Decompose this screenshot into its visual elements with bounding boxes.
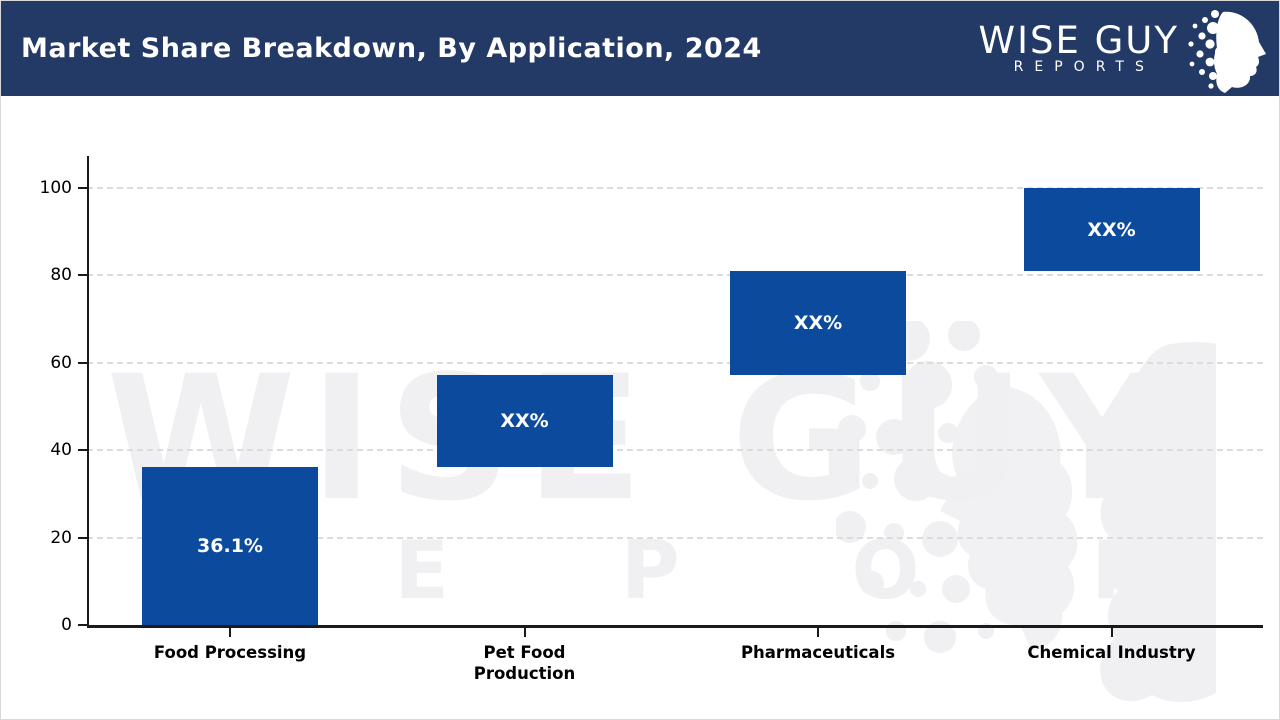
brand-subname: REPORTS [1013,58,1155,75]
brand-name: WISE GUY [978,18,1179,62]
y-tick-mark-40 [78,449,87,452]
gridline-40 [87,449,1263,452]
y-tick-label-40: 40 [50,440,72,461]
y-tick-mark-60 [78,361,87,364]
y-tick-label-0: 0 [61,615,72,635]
chart-plot-area: WISE GUY R E P O R T S 02040608010036.1%… [1,96,1279,719]
x-axis-line [87,625,1263,628]
gridline-20 [87,536,1263,539]
bar-food-processing: 36.1% [142,467,318,625]
header-bar: Market Share Breakdown, By Application, … [1,1,1279,96]
bar-value-label-pet-food-production: XX% [500,410,549,433]
y-tick-label-60: 60 [50,352,72,373]
x-tick-mark-food-processing [229,628,231,637]
page-title: Market Share Breakdown, By Application, … [21,33,762,64]
bar-value-label-pharmaceuticals: XX% [793,312,843,335]
y-tick-mark-0 [78,624,87,626]
gridline-60 [87,361,1263,364]
bar-value-label-food-processing: 36.1% [197,535,263,558]
bar-pet-food-production: XX% [436,375,613,468]
y-tick-mark-100 [78,187,87,189]
x-category-label-pet-food-production: Pet Food Production [473,643,576,683]
y-tick-label-80: 80 [50,265,72,286]
brand-logo: WISE GUY REPORTS [979,1,1269,96]
bar-pharmaceuticals: XX% [730,271,906,376]
bar-value-label-chemical-industry: XX% [1087,218,1136,241]
x-category-label-chemical-industry: Chemical Industry [1027,643,1196,662]
y-tick-mark-20 [78,536,87,539]
brand-wordmark: WISE GUY REPORTS [978,18,1179,75]
x-tick-mark-pet-food-production [523,628,526,637]
gridline-100 [87,187,1263,189]
y-tick-label-100: 100 [39,178,72,198]
x-category-label-pharmaceuticals: Pharmaceuticals [740,643,896,662]
x-tick-mark-chemical-industry [1110,628,1113,637]
bar-chemical-industry: XX% [1023,188,1200,272]
x-tick-mark-pharmaceuticals [817,628,819,637]
y-tick-label-20: 20 [50,527,72,548]
x-category-label-food-processing: Food Processing [153,643,307,662]
wise-guy-face-icon [1188,9,1266,93]
gridline-80 [87,274,1263,277]
y-axis-line [87,156,89,628]
y-tick-mark-80 [78,274,87,277]
